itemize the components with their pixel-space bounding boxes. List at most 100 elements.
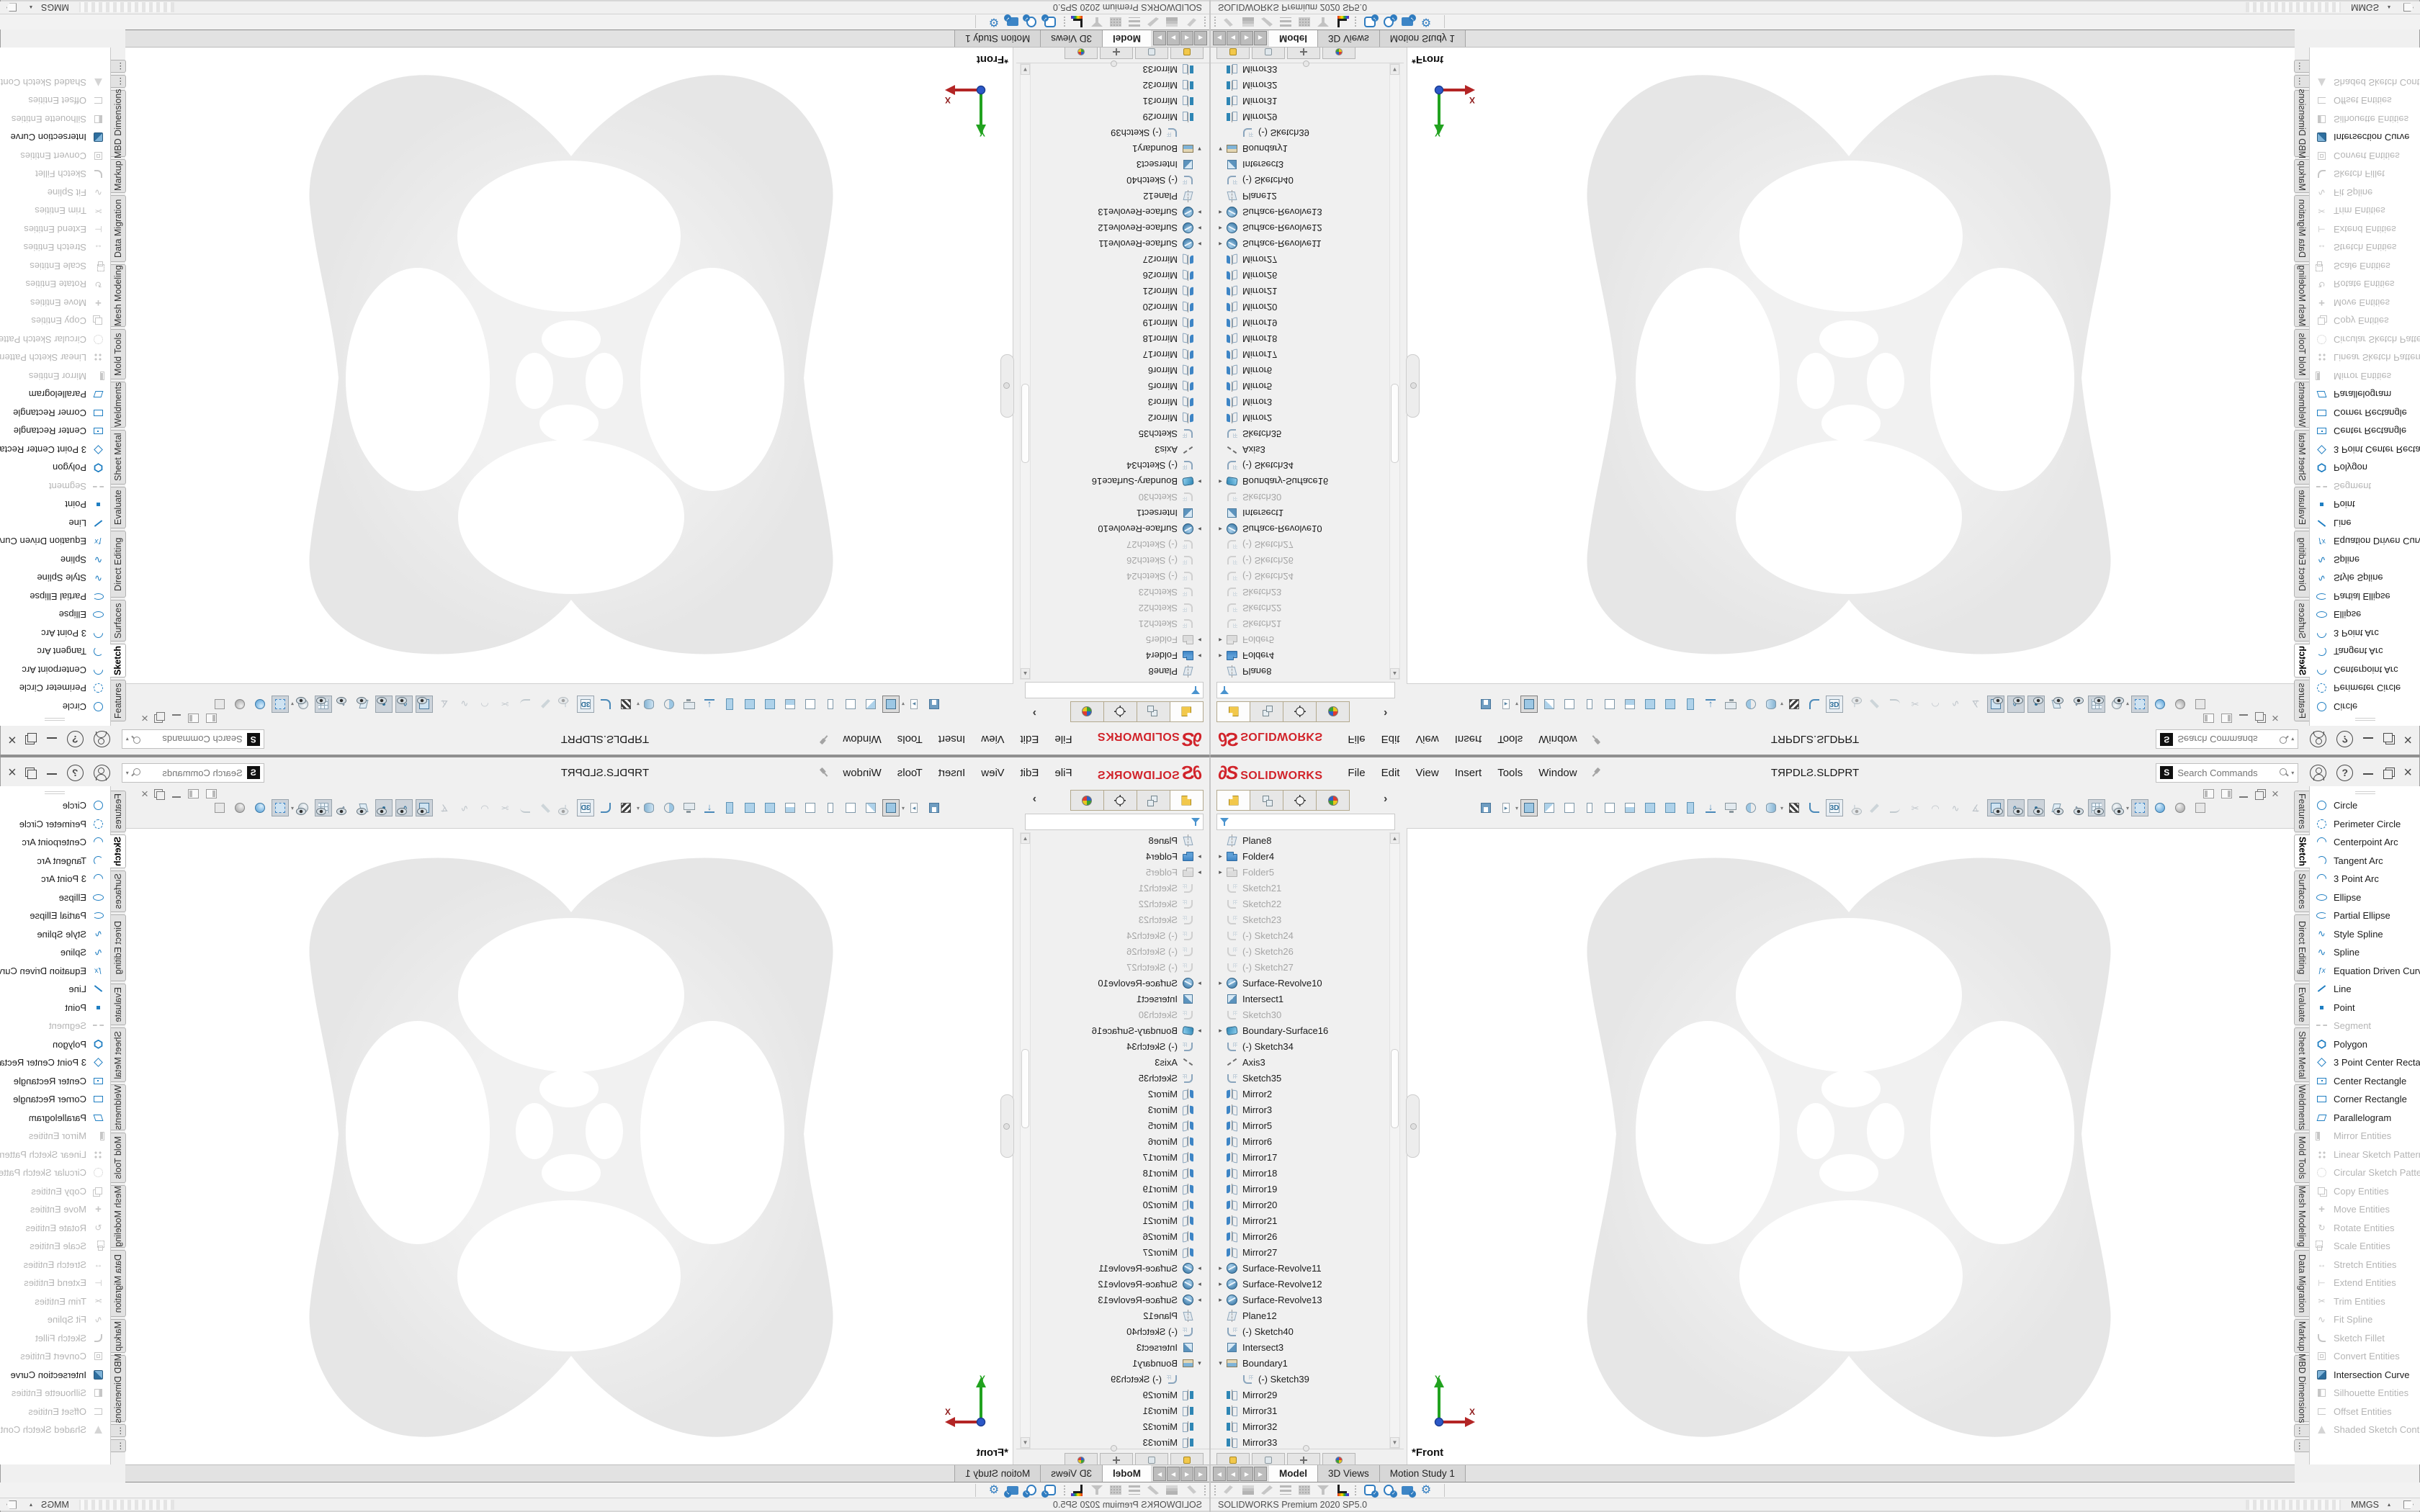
monitor-update-icon[interactable] [1722, 799, 1739, 816]
dotted-table-icon[interactable] [1108, 1484, 1123, 1496]
panel-splitter-handle[interactable] [1406, 1094, 1420, 1158]
tree-item[interactable]: (-) Sketch27 [1032, 959, 1205, 975]
cube-shaded-edges-icon[interactable] [882, 696, 900, 713]
command-tab-mesh-modeling[interactable]: Mesh Modeling [2294, 1185, 2309, 1248]
command-tab-data-migration[interactable]: Data Migration [2294, 195, 2309, 262]
tree-item[interactable]: Mirror19 [1215, 1181, 1388, 1197]
dotted-table-icon[interactable] [1297, 16, 1312, 28]
tree-item[interactable]: ▸ Surface-Revolve13 [1032, 204, 1205, 220]
tab-motion-study-1[interactable]: Motion Study 1 [1379, 30, 1466, 47]
sketch-tool-perimeter-circle[interactable]: Perimeter Circle [0, 815, 110, 834]
tree-item[interactable]: Plane8 [1032, 832, 1205, 848]
tree-filter-input[interactable] [1028, 685, 1191, 696]
menu-item-edit[interactable]: Edit [1381, 766, 1400, 779]
cylinder-icon[interactable] [1762, 696, 1780, 713]
cube-eye-icon[interactable] [1987, 696, 2005, 713]
sketch-tool-three-point-center-rectangle[interactable]: 3 Point Center Recta... [0, 1053, 110, 1072]
command-tab-sheet-metal[interactable]: Sheet Metal [111, 1027, 126, 1082]
sketch-tool-rotate[interactable]: Rotate Entities [2310, 275, 2420, 294]
tree-item[interactable]: Sketch35 [1032, 426, 1205, 442]
expander-down-icon[interactable]: ▾ [1219, 1359, 1222, 1367]
sketch-tool-stretch[interactable]: Stretch Entities [2310, 1256, 2420, 1274]
command-tab-markup[interactable]: Markup [111, 159, 126, 193]
tree-scrollbar[interactable]: ▲ ▼ [1020, 63, 1031, 680]
menu-item-window[interactable]: Window [843, 733, 882, 746]
section-view-icon[interactable] [660, 799, 678, 816]
user-account-icon[interactable] [2310, 764, 2327, 781]
sphere-gray-icon[interactable] [231, 696, 248, 713]
cube-narrow-icon[interactable] [822, 696, 839, 713]
dropdown-caret-icon[interactable]: ▾ [1780, 804, 1784, 811]
tab-nav-last-icon[interactable]: ▶ [1254, 31, 1267, 45]
grid-eye-icon[interactable] [314, 696, 332, 713]
tree-item[interactable]: (-) Sketch26 [1032, 943, 1205, 959]
pushpin-icon[interactable] [1588, 765, 1603, 780]
scroll-up-icon[interactable]: ▲ [1021, 668, 1030, 679]
sketch-tool-offset[interactable]: Offset Entities [0, 1403, 110, 1421]
sketch-tool-partial-ellipse[interactable]: Partial Ellipse [2310, 588, 2420, 606]
pencil-curve-icon[interactable] [1886, 799, 1904, 816]
sketch-tool-three-point-center-rectangle[interactable]: 3 Point Center Recta... [0, 441, 110, 459]
cube-solid-icon[interactable] [741, 696, 758, 713]
brush-pair-icon[interactable] [1183, 1484, 1198, 1496]
trim-tool-icon[interactable] [496, 799, 514, 816]
tree-item[interactable]: Mirror20 [1215, 1197, 1388, 1212]
tab-model[interactable]: Model [1102, 30, 1151, 47]
tree-item[interactable]: Sketch30 [1032, 1007, 1205, 1022]
help-icon[interactable]: ? [2336, 731, 2354, 748]
expander-right-icon[interactable]: ▸ [1219, 852, 1222, 860]
sphere-gray-icon[interactable] [231, 799, 248, 816]
expander-right-icon[interactable]: ▸ [1198, 652, 1201, 660]
tree-item[interactable]: ▸ Surface-Revolve10 [1215, 975, 1388, 991]
units-caret-icon[interactable]: ▴ [2387, 1501, 2390, 1508]
filter-arrows-icon[interactable] [1316, 1484, 1330, 1496]
command-tab-sheet-metal[interactable]: Sheet Metal [111, 430, 126, 485]
dropdown-caret-icon[interactable]: ▾ [290, 701, 294, 708]
tab-nav-first-icon[interactable]: ◀ [1213, 31, 1226, 45]
tree-item[interactable]: (-) Sketch39 [1215, 1371, 1388, 1387]
spline-eye-icon[interactable] [2007, 696, 2025, 713]
doc-options-icon[interactable] [1497, 696, 1515, 713]
expander-right-icon[interactable]: ▸ [1219, 478, 1222, 486]
command-tab-data-migration[interactable]: Data Migration [111, 1250, 126, 1317]
tree-item[interactable]: Mirror26 [1215, 268, 1388, 284]
expander-right-icon[interactable]: ▸ [1198, 852, 1201, 860]
tree-item[interactable]: Mirror3 [1215, 1102, 1388, 1117]
tree-item[interactable]: Mirror31 [1215, 94, 1388, 109]
manager-tab[interactable] [1170, 701, 1204, 722]
expander-down-icon[interactable]: ▾ [1219, 145, 1222, 153]
trim-tool-icon[interactable] [496, 696, 514, 713]
manager-tab[interactable] [1070, 701, 1104, 722]
expander-right-icon[interactable]: ▸ [1198, 868, 1201, 876]
sketch-tool-offset[interactable]: Offset Entities [2310, 91, 2420, 110]
restore-button[interactable] [27, 768, 37, 778]
search-caret-icon[interactable]: ▾ [125, 736, 129, 743]
tree-scrollbar[interactable]: ▲ ▼ [1389, 832, 1400, 1449]
panel-grip-handle[interactable] [45, 791, 65, 794]
thick-lines-icon[interactable] [1127, 1484, 1142, 1496]
sketch-tool-extend[interactable]: Extend Entities [2310, 220, 2420, 239]
sketch-tool-copy[interactable]: Copy Entities [2310, 312, 2420, 330]
monitor-update-icon[interactable] [1722, 696, 1739, 713]
stub-tab-add[interactable] [1100, 48, 1133, 59]
tree-item[interactable]: Mirror19 [1032, 315, 1205, 331]
sketch-tool-style-spline[interactable]: Style Spline [0, 569, 110, 588]
tree-item[interactable]: Intersect3 [1215, 157, 1388, 173]
pencil-slant-icon[interactable] [1146, 16, 1160, 28]
tree-item[interactable]: ▸ Surface-Revolve12 [1215, 220, 1388, 236]
sketch-tool-rotate[interactable]: Rotate Entities [2310, 1219, 2420, 1238]
tab-3d-views[interactable]: 3D Views [1040, 30, 1102, 47]
tree-item[interactable]: (-) Sketch39 [1032, 1371, 1205, 1387]
cube-ghost-icon[interactable] [2192, 799, 2209, 816]
tree-item[interactable]: Sketch35 [1215, 1070, 1388, 1086]
menu-item-view[interactable]: View [981, 766, 1005, 779]
color-axis-icon[interactable] [1071, 16, 1085, 28]
command-tab-evaluate[interactable]: Evaluate [111, 487, 126, 528]
color-axis-icon[interactable] [1071, 1484, 1085, 1496]
instant3d-icon[interactable] [2131, 696, 2149, 713]
sketch-tool-centerpoint-arc[interactable]: Centerpoint Arc [0, 833, 110, 852]
tab-3d-views[interactable]: 3D Views [1318, 1465, 1380, 1482]
command-tab-features[interactable]: Features [2294, 791, 2309, 832]
command-tab-weldments[interactable]: Weldments [2294, 382, 2309, 428]
dropdown-caret-icon[interactable]: ▾ [636, 701, 640, 708]
